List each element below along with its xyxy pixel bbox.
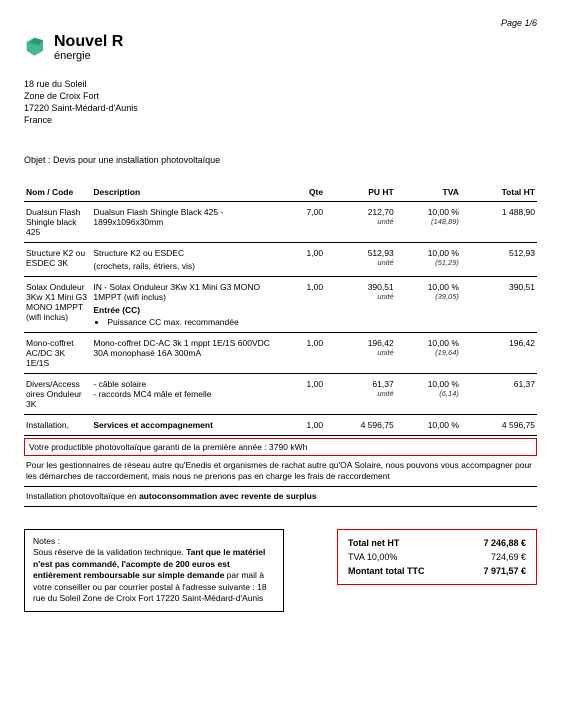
cell-total: 1 488,90 — [461, 201, 537, 242]
logo-line2: énergie — [54, 51, 123, 62]
guarantee-highlight: Votre productible photovoltaïque garanti… — [24, 438, 537, 456]
cell-name: Dualsun Flash Shingle black 425 — [24, 201, 91, 242]
table-row: Structure K2 ou ESDEC 3KStructure K2 ou … — [24, 242, 537, 276]
total-net-ht-label: Total net HT — [348, 538, 399, 548]
notes-title: Notes : — [33, 536, 60, 546]
hexagon-icon — [24, 35, 50, 61]
cell-desc: IN - Solax Onduleur 3Kw X1 Mini G3 MONO … — [91, 276, 276, 332]
col-header-tva: TVA — [396, 183, 461, 202]
cell-pu: 212,70unité — [325, 201, 396, 242]
cell-total: 4 596,75 — [461, 414, 537, 435]
cell-total: 512,93 — [461, 242, 537, 276]
col-header-qte: Qte — [276, 183, 325, 202]
cell-tva: 10,00 % — [396, 414, 461, 435]
col-header-desc: Description — [91, 183, 276, 202]
invoice-page: Page 1/6 Nouvel R énergie 18 rue du Sole… — [0, 0, 561, 636]
cell-qte: 1,00 — [276, 373, 325, 414]
logo-text: Nouvel R énergie — [54, 34, 123, 62]
col-header-name: Nom / Code — [24, 183, 91, 202]
col-header-totalht: Total HT — [461, 183, 537, 202]
cell-name: Installation, — [24, 414, 91, 435]
company-address: 18 rue du Soleil Zone de Croix Fort 1722… — [24, 78, 537, 127]
cell-tva: 10,00 %(6,14) — [396, 373, 461, 414]
company-logo: Nouvel R énergie — [24, 34, 537, 62]
table-header-row: Nom / Code Description Qte PU HT TVA Tot… — [24, 183, 537, 202]
cell-tva: 10,00 %(19,64) — [396, 332, 461, 373]
address-line: 18 rue du Soleil — [24, 78, 537, 90]
cell-pu: 61,37unité — [325, 373, 396, 414]
address-line: 17220 Saint-Médard-d'Aunis — [24, 102, 537, 114]
total-tva-value: 724,69 € — [491, 552, 526, 562]
cell-name: Solax Onduleur 3Kw X1 Mini G3 MONO 1MPPT… — [24, 276, 91, 332]
cell-name: Mono-coffret AC/DC 3K 1E/1S — [24, 332, 91, 373]
cell-total: 390,51 — [461, 276, 537, 332]
cell-name: Structure K2 ou ESDEC 3K — [24, 242, 91, 276]
table-row: Divers/Access oires Onduleur 3K- câble s… — [24, 373, 537, 414]
total-ttc-value: 7 971,57 € — [483, 566, 526, 576]
cell-name: Divers/Access oires Onduleur 3K — [24, 373, 91, 414]
table-row: Dualsun Flash Shingle black 425Dualsun F… — [24, 201, 537, 242]
cell-qte: 1,00 — [276, 242, 325, 276]
cell-tva: 10,00 %(148,89) — [396, 201, 461, 242]
cell-qte: 1,00 — [276, 332, 325, 373]
total-ttc-label: Montant total TTC — [348, 566, 424, 576]
table-row: Installation,Services et accompagnement1… — [24, 414, 537, 435]
cell-tva: 10,00 %(51,29) — [396, 242, 461, 276]
cell-qte: 1,00 — [276, 276, 325, 332]
info-paragraph-1: Pour les gestionnaires de réseau autre q… — [24, 456, 537, 487]
line-items-table: Nom / Code Description Qte PU HT TVA Tot… — [24, 183, 537, 436]
document-subject: Objet : Devis pour une installation phot… — [24, 155, 537, 165]
table-row: Mono-coffret AC/DC 3K 1E/1SMono-coffret … — [24, 332, 537, 373]
cell-desc: Mono-coffret DC-AC 3k 1 mppt 1E/1S 600VD… — [91, 332, 276, 373]
cell-total: 196,42 — [461, 332, 537, 373]
notes-box: Notes : Sous réserve de la validation te… — [24, 529, 284, 612]
cell-pu: 196,42unité — [325, 332, 396, 373]
table-row: Solax Onduleur 3Kw X1 Mini G3 MONO 1MPPT… — [24, 276, 537, 332]
cell-qte: 7,00 — [276, 201, 325, 242]
notes-pre: Sous réserve de la validation technique. — [33, 547, 186, 557]
cell-pu: 512,93unité — [325, 242, 396, 276]
cell-desc: Services et accompagnement — [91, 414, 276, 435]
info-paragraph-2: Installation photovoltaïque en autoconso… — [24, 487, 537, 507]
bottom-section: Notes : Sous réserve de la validation te… — [24, 529, 537, 612]
cell-pu: 390,51unité — [325, 276, 396, 332]
cell-qte: 1,00 — [276, 414, 325, 435]
total-tva-label: TVA 10,00% — [348, 552, 397, 562]
address-line: Zone de Croix Fort — [24, 90, 537, 102]
cell-tva: 10,00 %(39,05) — [396, 276, 461, 332]
cell-pu: 4 596,75 — [325, 414, 396, 435]
logo-line1: Nouvel R — [54, 34, 123, 50]
page-number: Page 1/6 — [24, 18, 537, 28]
info2-bold: autoconsommation avec revente de surplus — [139, 491, 317, 501]
total-net-ht-value: 7 246,88 € — [483, 538, 526, 548]
address-line: France — [24, 114, 537, 126]
totals-highlight: Total net HT 7 246,88 € TVA 10,00% 724,6… — [337, 529, 537, 585]
info2-pre: Installation photovoltaïque en — [26, 491, 139, 501]
col-header-puht: PU HT — [325, 183, 396, 202]
cell-desc: Structure K2 ou ESDEC(crochets, rails, é… — [91, 242, 276, 276]
cell-desc: - câble solaire- raccords MC4 mâle et fe… — [91, 373, 276, 414]
cell-total: 61,37 — [461, 373, 537, 414]
cell-desc: Dualsun Flash Shingle Black 425 - 1899x1… — [91, 201, 276, 242]
